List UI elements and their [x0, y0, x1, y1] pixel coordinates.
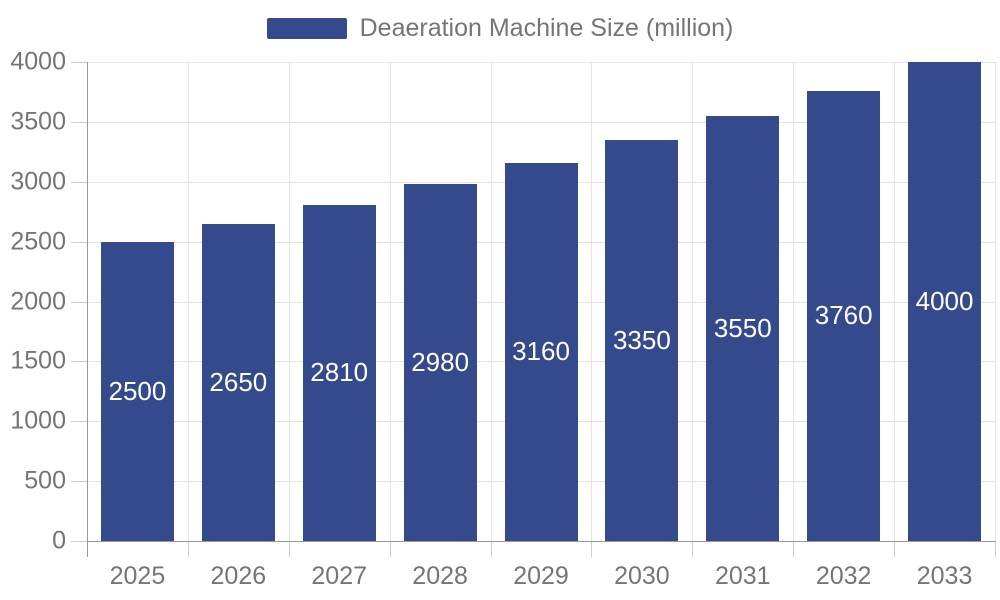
x-axis-tick [894, 541, 896, 557]
gridline-horizontal [87, 121, 995, 123]
x-axis-tick [389, 541, 391, 557]
bar-value-label: 2980 [411, 347, 470, 378]
bar-2026[interactable]: 2650 [201, 223, 275, 541]
x-axis-tick [591, 541, 593, 557]
x-axis-line [87, 541, 996, 542]
x-tick-label: 2026 [210, 562, 267, 590]
gridline-vertical [591, 62, 593, 541]
x-axis-tick [793, 541, 795, 557]
x-axis-tick [692, 541, 694, 557]
bar-value-label: 2810 [310, 357, 369, 388]
y-tick-label: 4000 [10, 47, 66, 76]
x-axis-tick [490, 541, 492, 557]
y-tick-label: 1500 [10, 346, 66, 375]
y-axis-tick [71, 121, 87, 123]
gridline-vertical [490, 62, 492, 541]
bar-2033[interactable]: 4000 [908, 62, 982, 541]
gridline-vertical [793, 62, 795, 541]
y-tick-label: 2000 [10, 287, 66, 315]
y-tick-label: 0 [52, 526, 66, 555]
bar-2027[interactable]: 2810 [302, 204, 376, 541]
x-axis-tick [187, 541, 189, 557]
x-tick-label: 2027 [311, 562, 368, 590]
bar-2030[interactable]: 3350 [605, 139, 679, 541]
bar-2029[interactable]: 3160 [504, 162, 578, 541]
legend-swatch [266, 18, 347, 40]
x-tick-label: 2033 [916, 562, 973, 590]
x-tick-label: 2030 [614, 562, 670, 590]
bar-value-label: 2650 [209, 366, 268, 397]
bar-value-label: 3760 [814, 300, 873, 331]
y-axis-tick [71, 301, 87, 303]
bar-2025[interactable]: 2500 [100, 241, 174, 541]
legend-label: Deaeration Machine Size (million) [359, 14, 734, 42]
y-axis-tick [71, 241, 87, 243]
y-tick-label: 2500 [10, 227, 66, 256]
x-tick-label: 2028 [412, 562, 468, 590]
x-tick-label: 2029 [513, 562, 569, 590]
y-axis-tick [71, 481, 87, 483]
y-axis-tick [71, 361, 87, 363]
gridline-vertical [692, 62, 694, 541]
y-axis-line [87, 62, 88, 557]
y-axis-tick [71, 62, 87, 63]
x-tick-label: 2031 [714, 562, 771, 590]
x-axis-tick [995, 541, 996, 557]
y-axis-tick [71, 421, 87, 423]
x-tick-label: 2032 [815, 562, 872, 590]
bar-value-label: 3550 [713, 312, 772, 343]
gridline-vertical [288, 62, 290, 541]
bar-2031[interactable]: 3550 [706, 115, 780, 541]
y-tick-label: 3500 [10, 107, 66, 136]
y-tick-label: 500 [24, 466, 66, 495]
gridline-horizontal [87, 62, 995, 63]
y-tick-label: 3000 [10, 167, 66, 196]
bar-value-label: 3160 [512, 336, 570, 367]
bar-2032[interactable]: 3760 [807, 90, 881, 541]
gridline-vertical [995, 62, 996, 541]
gridline-vertical [389, 62, 391, 541]
bar-value-label: 2500 [108, 375, 167, 406]
x-axis-tick [288, 541, 290, 557]
x-tick-label: 2025 [109, 562, 166, 590]
gridline-vertical [894, 62, 896, 541]
bar-value-label: 4000 [915, 286, 974, 316]
legend-item[interactable]: Deaeration Machine Size (million) [0, 14, 1000, 43]
y-axis-tick [71, 541, 87, 542]
bar-value-label: 3350 [612, 324, 671, 355]
y-axis-tick [71, 181, 87, 183]
bar-2028[interactable]: 2980 [403, 184, 477, 541]
gridline-vertical [187, 62, 189, 541]
y-tick-label: 1000 [10, 406, 66, 435]
